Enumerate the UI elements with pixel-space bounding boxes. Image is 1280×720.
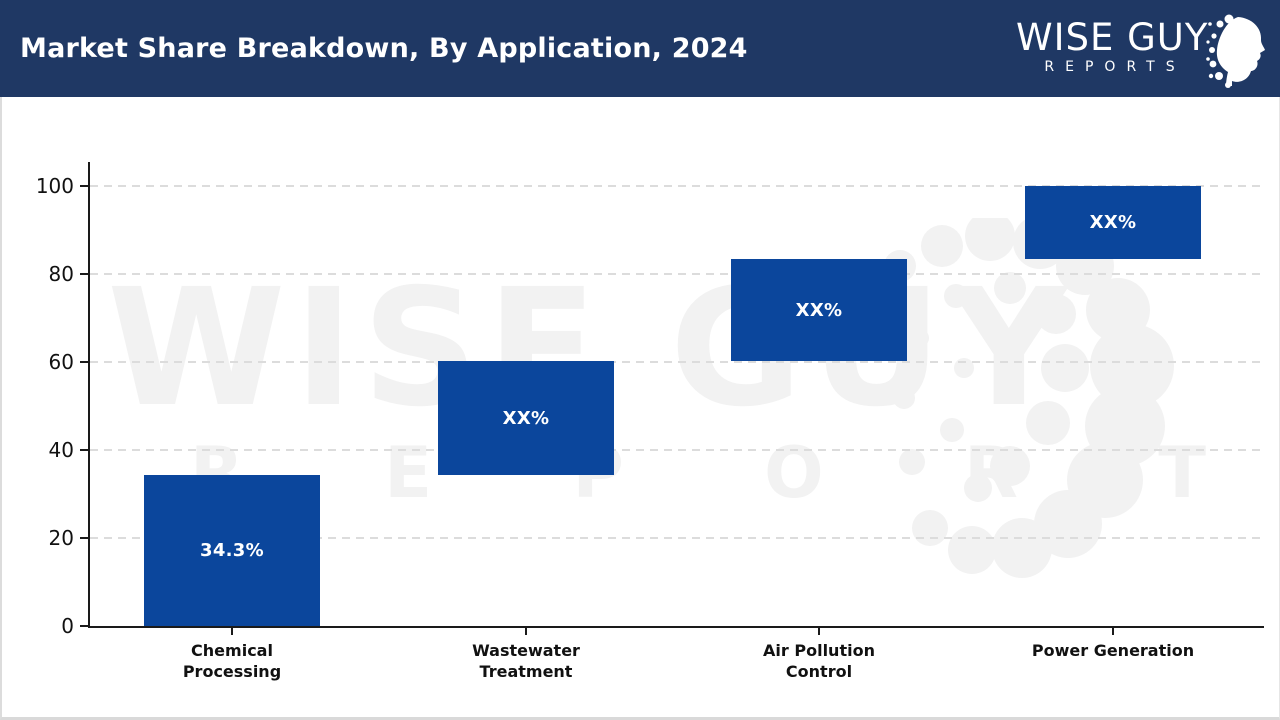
y-tick-label-0: 0 xyxy=(61,614,74,638)
brand-logo: WISE GUY REPORTS xyxy=(1016,8,1268,90)
brand-tagline: REPORTS xyxy=(1044,59,1186,75)
bar-3: XX% xyxy=(731,259,907,361)
x-tick-1 xyxy=(231,628,233,635)
category-label-line: Chemical xyxy=(191,641,273,660)
category-label-line: Processing xyxy=(182,662,282,681)
y-tick-100 xyxy=(80,185,89,187)
category-label-2: Wastewater Treatment xyxy=(396,640,656,682)
gridline-40 xyxy=(90,449,1264,451)
category-label-1: Chemical Processing xyxy=(102,640,362,682)
gridline-60 xyxy=(90,361,1264,363)
y-tick-0 xyxy=(80,625,89,627)
x-tick-3 xyxy=(818,628,820,635)
y-tick-80 xyxy=(80,273,89,275)
bar-1: 34.3% xyxy=(144,475,320,626)
brand-name: WISE GUY xyxy=(1016,16,1209,59)
gridline-20 xyxy=(90,537,1264,539)
bar-2: XX% xyxy=(438,361,614,475)
y-tick-label-60: 60 xyxy=(48,350,74,374)
bar-4: XX% xyxy=(1025,186,1201,259)
bar-value-label: XX% xyxy=(795,299,843,321)
bar-value-label: XX% xyxy=(1089,212,1137,233)
category-label-line: Wastewater xyxy=(472,641,580,660)
y-tick-label-20: 20 xyxy=(48,526,74,550)
category-label-line: Power Generation xyxy=(1031,641,1195,660)
category-label-line: Control xyxy=(785,662,853,681)
brand-head-icon xyxy=(1206,14,1265,88)
category-label-3: Air Pollution Control xyxy=(689,640,949,682)
bar-value-label: XX% xyxy=(502,407,550,429)
y-tick-label-80: 80 xyxy=(48,262,74,286)
y-axis xyxy=(88,162,90,628)
y-tick-label-40: 40 xyxy=(48,438,74,462)
gridline-100 xyxy=(90,185,1264,187)
category-label-4: Power Generation xyxy=(983,640,1243,661)
category-label-line: Treatment xyxy=(479,662,573,681)
y-tick-60 xyxy=(80,361,89,363)
x-tick-4 xyxy=(1112,628,1114,635)
page-title: Market Share Breakdown, By Application, … xyxy=(20,33,748,64)
x-tick-2 xyxy=(525,628,527,635)
y-tick-20 xyxy=(80,537,89,539)
y-tick-40 xyxy=(80,449,89,451)
gridline-80 xyxy=(90,273,1264,275)
category-label-line: Air Pollution xyxy=(763,641,875,660)
bar-value-label: 34.3% xyxy=(200,540,264,561)
header-bar: Market Share Breakdown, By Application, … xyxy=(0,0,1280,97)
x-axis xyxy=(88,626,1264,628)
y-tick-label-100: 100 xyxy=(35,174,74,198)
